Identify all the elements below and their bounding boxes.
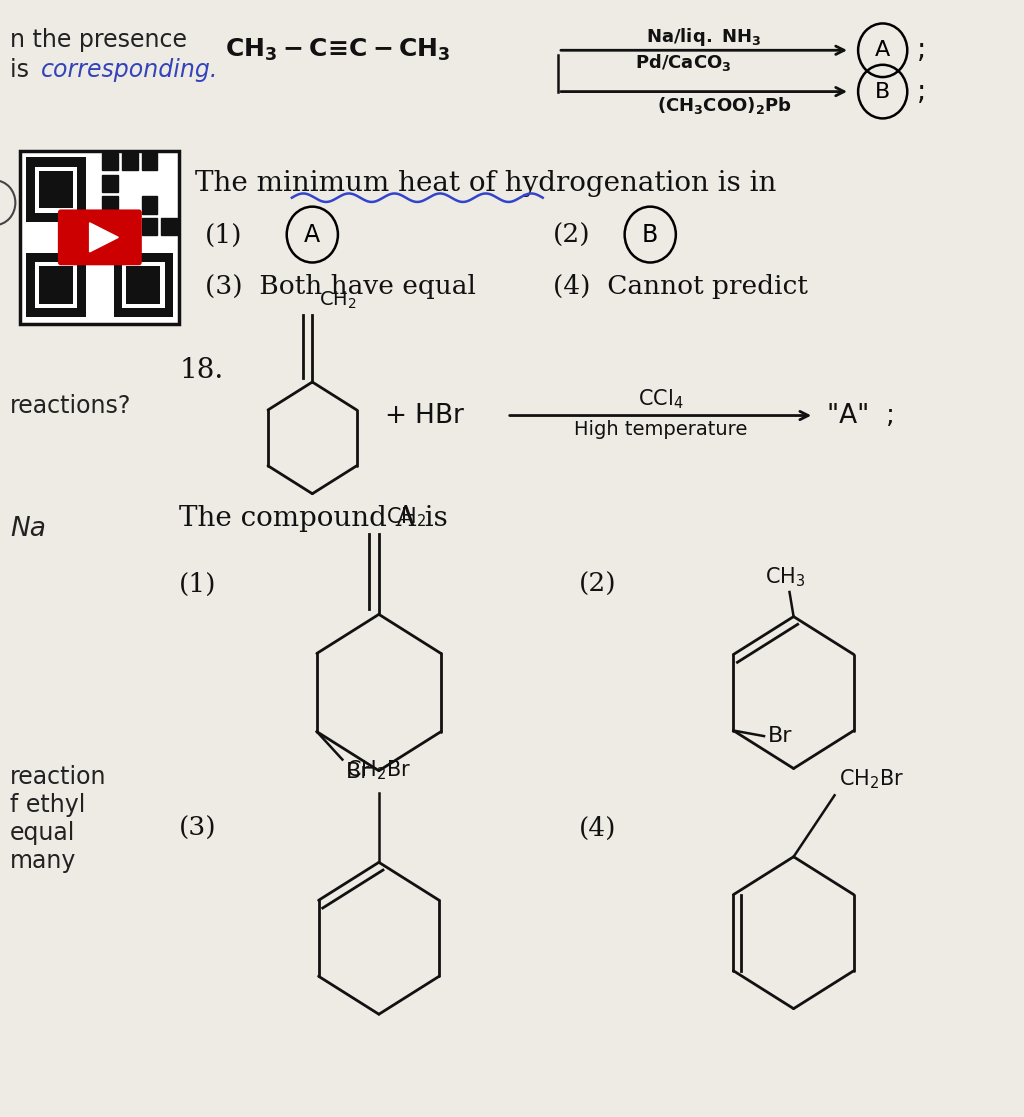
FancyBboxPatch shape	[39, 171, 73, 208]
Text: reactions?: reactions?	[10, 394, 132, 418]
Text: The minimum heat of hydrogenation is in: The minimum heat of hydrogenation is in	[195, 170, 776, 197]
Bar	[141, 218, 158, 236]
FancyBboxPatch shape	[35, 261, 78, 308]
Text: $\mathbf{Na/liq.\ NH_3}$: $\mathbf{Na/liq.\ NH_3}$	[646, 26, 762, 48]
Bar	[162, 218, 177, 236]
Text: $\mathrm{CH_2Br}$: $\mathrm{CH_2Br}$	[839, 767, 904, 791]
FancyBboxPatch shape	[39, 267, 73, 304]
Text: many: many	[10, 849, 77, 872]
Bar	[101, 153, 118, 170]
Text: equal: equal	[10, 821, 76, 844]
Text: (4): (4)	[579, 815, 616, 840]
FancyBboxPatch shape	[122, 261, 165, 308]
FancyBboxPatch shape	[114, 252, 173, 317]
Text: ;: ;	[916, 77, 926, 106]
Text: (3)  Both have equal: (3) Both have equal	[205, 274, 476, 298]
Text: (3): (3)	[179, 815, 217, 840]
Text: $\mathrm{CCl_4}$: $\mathrm{CCl_4}$	[638, 388, 683, 411]
FancyBboxPatch shape	[20, 151, 179, 324]
Text: (2): (2)	[579, 572, 616, 596]
Bar	[141, 197, 158, 213]
FancyBboxPatch shape	[27, 252, 86, 317]
Text: corresponding.: corresponding.	[41, 58, 218, 82]
Text: $\mathrm{CH_3}$: $\mathrm{CH_3}$	[765, 565, 806, 589]
Bar	[101, 197, 118, 213]
Text: (4)  Cannot predict: (4) Cannot predict	[553, 274, 808, 298]
Text: A: A	[304, 222, 321, 247]
Text: $\mathbf{Pd/CaCO_3}$: $\mathbf{Pd/CaCO_3}$	[635, 52, 732, 74]
Bar	[122, 153, 137, 170]
Text: 18.: 18.	[179, 357, 223, 384]
Text: The compound A is: The compound A is	[179, 505, 447, 532]
Text: Na: Na	[10, 516, 46, 542]
Text: $\mathbf{(CH_3COO)_2Pb}$: $\mathbf{(CH_3COO)_2Pb}$	[657, 95, 792, 116]
FancyBboxPatch shape	[35, 166, 78, 213]
Text: Br: Br	[768, 726, 793, 746]
Text: $\mathbf{CH_3-C\!\equiv\!C-CH_3}$: $\mathbf{CH_3-C\!\equiv\!C-CH_3}$	[225, 37, 451, 63]
Text: n the presence: n the presence	[10, 28, 187, 51]
Text: is: is	[10, 58, 37, 82]
Text: (1): (1)	[179, 572, 217, 596]
FancyBboxPatch shape	[27, 157, 86, 222]
FancyBboxPatch shape	[127, 267, 161, 304]
Text: B: B	[642, 222, 658, 247]
Text: f ethyl: f ethyl	[10, 793, 86, 817]
Text: (1): (1)	[205, 223, 243, 248]
Text: B: B	[876, 82, 890, 102]
Text: reaction: reaction	[10, 765, 106, 789]
Polygon shape	[90, 223, 119, 252]
Text: (2): (2)	[553, 223, 591, 248]
Text: $\mathrm{CH_2}$: $\mathrm{CH_2}$	[319, 289, 357, 311]
Text: Br: Br	[345, 762, 370, 782]
Text: $+\ \mathrm{HBr}$: $+\ \mathrm{HBr}$	[384, 402, 465, 429]
FancyBboxPatch shape	[57, 210, 141, 266]
Text: High temperature: High temperature	[573, 420, 748, 439]
Text: "A"  ;: "A" ;	[827, 402, 895, 429]
Text: $\mathrm{CH_2}$: $\mathrm{CH_2}$	[386, 506, 426, 529]
Bar	[101, 174, 118, 192]
Text: ;: ;	[916, 36, 926, 65]
Bar	[141, 153, 158, 170]
Text: A: A	[876, 40, 890, 60]
Text: $\mathrm{CH_2Br}$: $\mathrm{CH_2Br}$	[346, 758, 412, 782]
